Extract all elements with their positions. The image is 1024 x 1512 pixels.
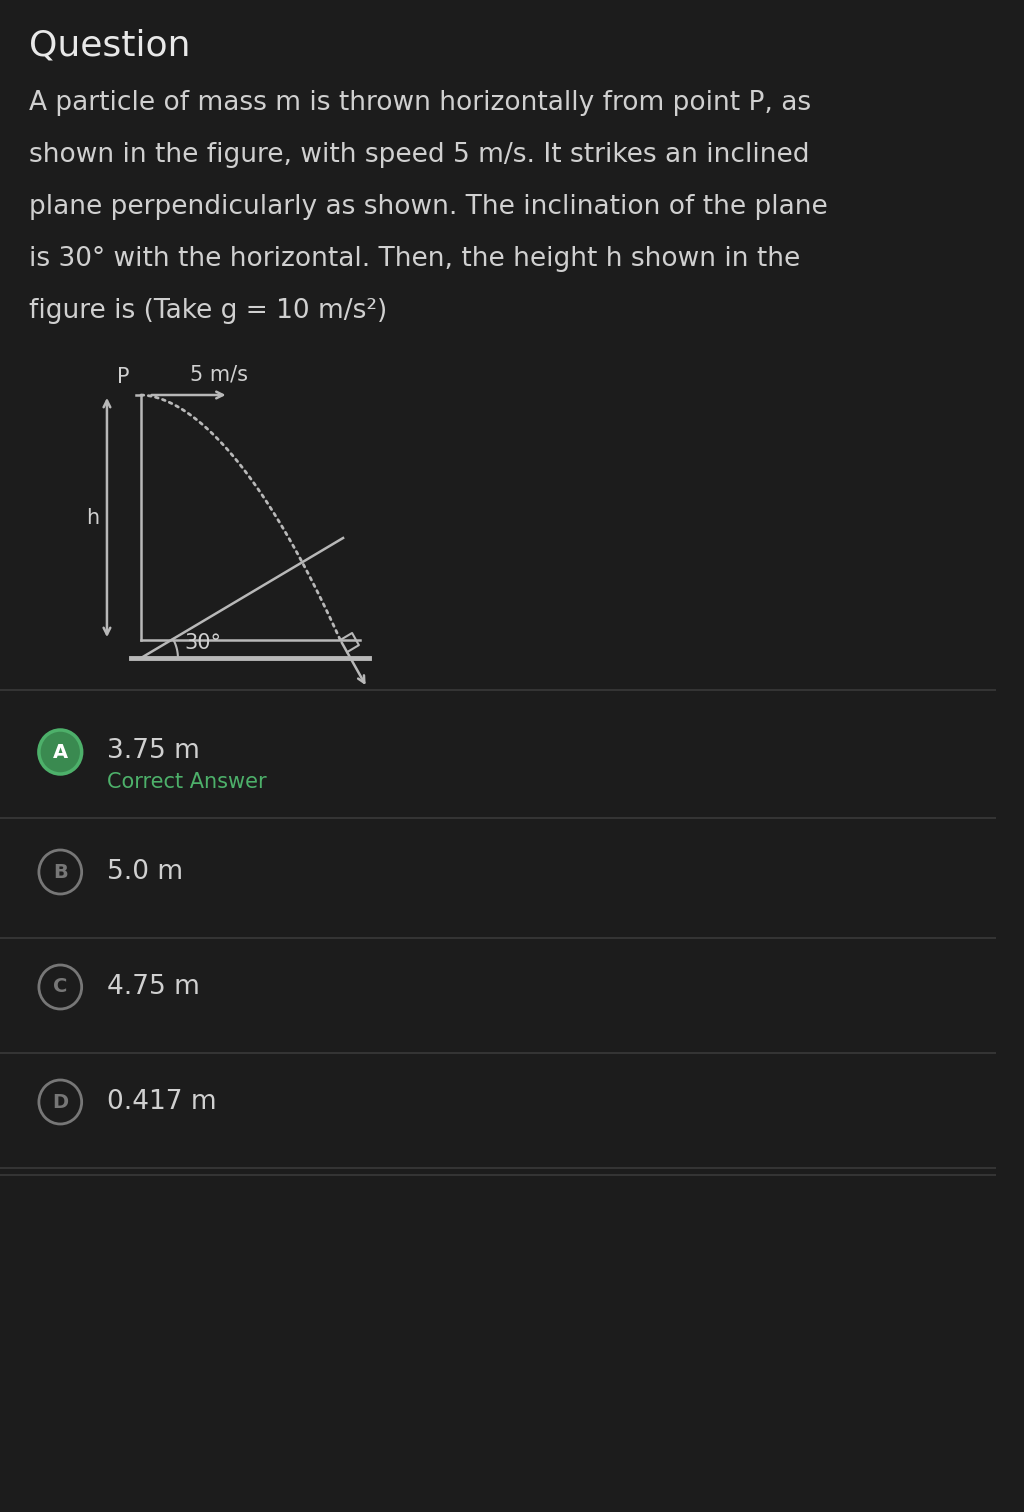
Circle shape: [39, 730, 82, 774]
Text: is 30° with the horizontal. Then, the height h shown in the: is 30° with the horizontal. Then, the he…: [29, 246, 801, 272]
Text: plane perpendicularly as shown. The inclination of the plane: plane perpendicularly as shown. The incl…: [29, 194, 828, 221]
Text: h: h: [86, 508, 99, 528]
Text: P: P: [117, 367, 129, 387]
Text: B: B: [53, 862, 68, 881]
Text: 5 m/s: 5 m/s: [189, 364, 248, 386]
Text: 5.0 m: 5.0 m: [106, 859, 183, 885]
Text: figure is (Take g = 10 m/s²): figure is (Take g = 10 m/s²): [29, 298, 387, 324]
Text: D: D: [52, 1093, 69, 1111]
Text: C: C: [53, 977, 68, 996]
Text: shown in the figure, with speed 5 m/s. It strikes an inclined: shown in the figure, with speed 5 m/s. I…: [29, 142, 810, 168]
Text: 0.417 m: 0.417 m: [106, 1089, 216, 1114]
Text: Question: Question: [29, 29, 190, 62]
Text: A particle of mass m is thrown horizontally from point P, as: A particle of mass m is thrown horizonta…: [29, 91, 811, 116]
Text: A: A: [52, 742, 68, 762]
Text: 4.75 m: 4.75 m: [106, 974, 200, 999]
Text: 3.75 m: 3.75 m: [106, 738, 200, 764]
Text: 30°: 30°: [184, 634, 222, 653]
Text: Correct Answer: Correct Answer: [106, 773, 266, 792]
